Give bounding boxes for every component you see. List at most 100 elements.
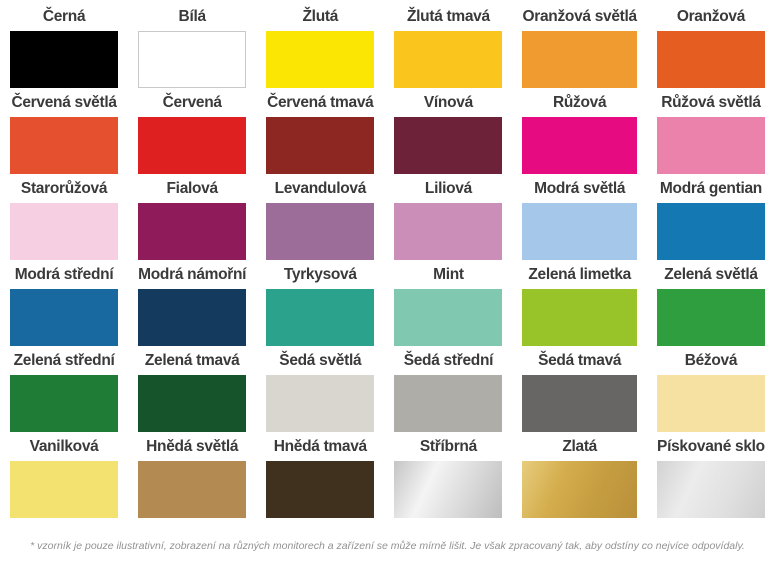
disclaimer-note: * vzorník je pouze ilustrativní, zobraze… [30,540,745,552]
swatch-cell: Hnědá světlá [138,432,247,518]
swatch-label: Šedá světlá [279,351,362,369]
swatch-cell: Oranžová světlá [522,2,637,88]
swatch-cell: Červená tmavá [266,88,375,174]
swatch-color-sample [394,375,503,432]
swatch-label: Vínová [423,93,473,111]
swatch-label: Červená tmavá [267,93,374,111]
swatch-color-sample [394,117,503,174]
swatch-label: Stříbrná [419,437,477,455]
swatch-label: Zelená tmavá [144,351,240,369]
swatch-cell: Černá [10,2,119,88]
swatch-cell: Béžová [656,346,765,432]
swatch-cell: Hnědá tmavá [266,432,375,518]
swatch-cell: Bílá [138,2,247,88]
swatch-color-sample [138,203,247,260]
swatch-label: Červená [162,93,222,111]
color-swatch-grid: Černá Bílá Žlutá Žlutá tmavá Oranžová světlá… [10,2,765,518]
swatch-color-sample [394,461,503,518]
swatch-color-sample [10,375,119,432]
swatch-cell: Červená světlá [10,88,119,174]
swatch-label: Růžová světlá [661,93,761,111]
swatch-color-sample [522,203,637,260]
swatch-label: Zelená střední [13,351,115,369]
swatch-color-sample [522,31,637,88]
swatch-label: Hnědá tmavá [273,437,367,455]
swatch-color-sample [266,289,375,346]
swatch-color-sample [266,203,375,260]
swatch-color-sample [656,203,765,260]
swatch-color-sample [656,461,765,518]
swatch-cell: Zlatá [522,432,637,518]
swatch-cell: Šedá střední [394,346,503,432]
swatch-color-sample [266,117,375,174]
swatch-label: Šedá tmavá [538,351,622,369]
swatch-color-sample [10,117,119,174]
swatch-cell: Šedá světlá [266,346,375,432]
swatch-cell: Zelená limetka [522,260,637,346]
swatch-label: Červená světlá [11,93,117,111]
swatch-label: Mint [433,265,464,283]
swatch-cell: Starorůžová [10,174,119,260]
swatch-cell: Růžová [522,88,637,174]
swatch-label: Černá [42,7,86,25]
swatch-color-sample [522,289,637,346]
swatch-cell: Modrá světlá [522,174,637,260]
swatch-color-sample [138,31,247,88]
swatch-color-sample [10,31,119,88]
swatch-color-sample [138,375,247,432]
swatch-color-sample [656,31,765,88]
swatch-label: Hnědá světlá [146,437,239,455]
swatch-label: Levandulová [274,179,367,197]
swatch-color-sample [656,375,765,432]
swatch-cell: Vínová [394,88,503,174]
swatch-label: Modrá námořní [138,265,247,283]
swatch-cell: Zelená tmavá [138,346,247,432]
swatch-label: Zelená limetka [528,265,631,283]
swatch-color-sample [138,461,247,518]
swatch-cell: Fialová [138,174,247,260]
swatch-cell: Vanilková [10,432,119,518]
swatch-label: Zlatá [562,437,598,455]
swatch-color-sample [394,203,503,260]
swatch-label: Liliová [424,179,472,197]
swatch-color-sample [266,375,375,432]
swatch-cell: Pískované sklo [656,432,765,518]
swatch-label: Modrá střední [14,265,114,283]
swatch-label: Bílá [178,7,207,25]
swatch-color-sample [522,117,637,174]
swatch-cell: Modrá gentian [656,174,765,260]
swatch-color-sample [656,289,765,346]
swatch-label: Růžová [553,93,607,111]
swatch-cell: Zelená střední [10,346,119,432]
swatch-label: Oranžová [676,7,746,25]
swatch-cell: Modrá střední [10,260,119,346]
swatch-cell: Červená [138,88,247,174]
swatch-label: Vanilková [29,437,99,455]
swatch-label: Žlutá tmavá [406,7,490,25]
swatch-label: Žlutá [302,7,339,25]
swatch-cell: Šedá tmavá [522,346,637,432]
swatch-color-sample [10,461,119,518]
swatch-cell: Liliová [394,174,503,260]
swatch-color-sample [394,31,503,88]
swatch-color-sample [522,461,637,518]
swatch-color-sample [656,117,765,174]
swatch-label: Zelená světlá [664,265,758,283]
swatch-color-sample [10,203,119,260]
swatch-label: Pískované sklo [657,437,765,455]
swatch-label: Modrá gentian [659,179,762,197]
swatch-cell: Žlutá tmavá [394,2,503,88]
swatch-label: Oranžová světlá [522,7,637,25]
swatch-color-sample [394,289,503,346]
swatch-cell: Modrá námořní [138,260,247,346]
swatch-color-sample [522,375,637,432]
swatch-cell: Stříbrná [394,432,503,518]
swatch-cell: Růžová světlá [656,88,765,174]
swatch-label: Modrá světlá [534,179,626,197]
swatch-cell: Zelená světlá [656,260,765,346]
swatch-label: Tyrkysová [283,265,357,283]
swatch-color-sample [266,461,375,518]
swatch-color-sample [266,31,375,88]
swatch-cell: Tyrkysová [266,260,375,346]
swatch-cell: Levandulová [266,174,375,260]
